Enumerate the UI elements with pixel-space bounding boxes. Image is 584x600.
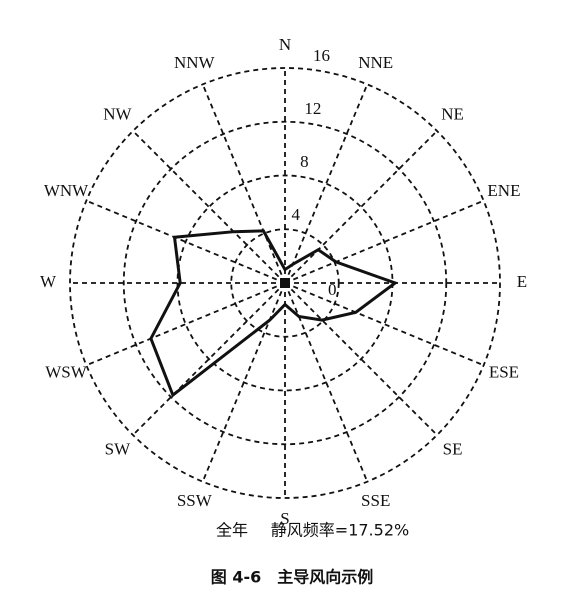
wind-rose xyxy=(149,229,399,398)
r-tick-label: 16 xyxy=(313,46,330,65)
grid-ring xyxy=(122,120,448,446)
r-tick-label: 12 xyxy=(304,99,321,118)
direction-label: N xyxy=(279,35,291,54)
direction-label: SSE xyxy=(361,491,390,510)
subtitle: 全年 xyxy=(216,521,248,540)
direction-label: E xyxy=(517,272,527,291)
direction-label: NNW xyxy=(174,53,216,72)
direction-label: NNE xyxy=(358,53,393,72)
direction-label: SW xyxy=(105,439,131,458)
subtitle: 静风频率=17.52% xyxy=(271,521,409,540)
center-marker xyxy=(280,278,290,288)
direction-label: NE xyxy=(441,104,464,123)
r-tick-label: 4 xyxy=(292,205,301,224)
direction-label: W xyxy=(40,272,57,291)
r-tick-label: 8 xyxy=(300,152,309,171)
direction-label: WNW xyxy=(44,181,89,200)
caption: 图 4-6 主导风向示例 xyxy=(211,568,373,587)
direction-label: ESE xyxy=(489,363,519,382)
direction-label: S xyxy=(280,509,289,528)
grid-ring xyxy=(69,67,501,499)
direction-label: SE xyxy=(443,439,463,458)
spoke xyxy=(132,130,286,284)
direction-label: ENE xyxy=(487,181,520,200)
grid-ring xyxy=(230,228,340,338)
r-tick-label: 0 xyxy=(328,280,337,299)
direction-label: NW xyxy=(103,104,132,123)
direction-label: SSW xyxy=(177,491,213,510)
direction-label: WSW xyxy=(45,363,88,382)
